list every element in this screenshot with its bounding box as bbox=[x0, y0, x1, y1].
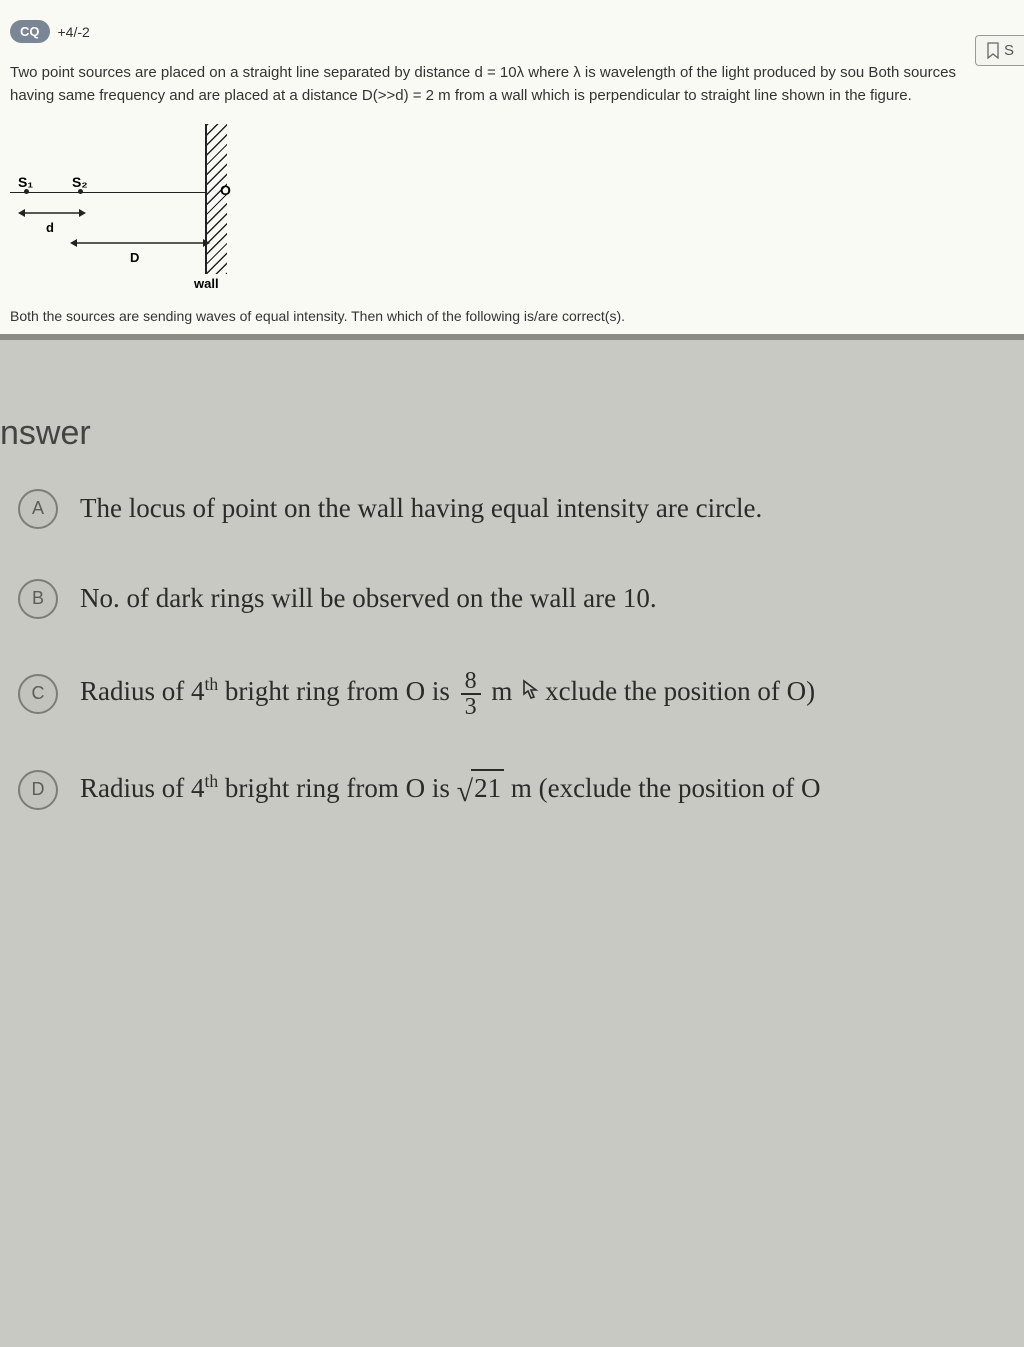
diagram: O S₁ S₂ d D wall bbox=[10, 124, 250, 294]
option-b[interactable]: B No. of dark rings will be observed on … bbox=[18, 579, 1004, 619]
answer-heading: nswer bbox=[0, 414, 1004, 453]
wall-label: wall bbox=[194, 276, 219, 291]
source2-dot bbox=[78, 189, 83, 194]
point-o-label: O bbox=[220, 182, 231, 198]
option-letter-badge: B bbox=[18, 579, 58, 619]
source1-dot bbox=[24, 189, 29, 194]
option-letter-badge: D bbox=[18, 770, 58, 810]
question-body: Two point sources are placed on a straig… bbox=[10, 61, 1004, 108]
save-button[interactable]: S bbox=[975, 35, 1024, 66]
distance-D-arrow bbox=[70, 236, 210, 250]
answer-panel: nswer A The locus of point on the wall h… bbox=[0, 334, 1024, 1347]
save-label: S bbox=[1004, 42, 1014, 59]
option-letter-badge: A bbox=[18, 489, 58, 529]
source2-label: S₂ bbox=[72, 174, 88, 190]
option-letter-badge: C bbox=[18, 674, 58, 714]
option-d[interactable]: D Radius of 4th bright ring from O is √2… bbox=[18, 769, 1004, 811]
question-followup: Both the sources are sending waves of eq… bbox=[10, 308, 1004, 324]
source1-label: S₁ bbox=[18, 174, 33, 190]
distance-d-arrow bbox=[18, 206, 86, 220]
wall-hatching bbox=[207, 124, 227, 274]
axis-line bbox=[10, 192, 206, 194]
distance-d-label: d bbox=[46, 220, 54, 235]
question-type-badge: CQ bbox=[10, 20, 50, 43]
option-text: Radius of 4th bright ring from O is √21 … bbox=[80, 769, 821, 811]
option-text: Radius of 4th bright ring from O is 83 m… bbox=[80, 669, 815, 719]
bookmark-icon bbox=[986, 42, 1000, 59]
question-panel: CQ +4/-2 S Two point sources are placed … bbox=[0, 0, 1024, 334]
marks-label: +4/-2 bbox=[58, 24, 90, 40]
option-a[interactable]: A The locus of point on the wall having … bbox=[18, 489, 1004, 529]
distance-D-label: D bbox=[130, 250, 139, 265]
option-c[interactable]: C Radius of 4th bright ring from O is 83… bbox=[18, 669, 1004, 719]
option-text: No. of dark rings will be observed on th… bbox=[80, 581, 657, 616]
question-header: CQ +4/-2 bbox=[10, 20, 1004, 43]
option-text: The locus of point on the wall having eq… bbox=[80, 491, 762, 526]
